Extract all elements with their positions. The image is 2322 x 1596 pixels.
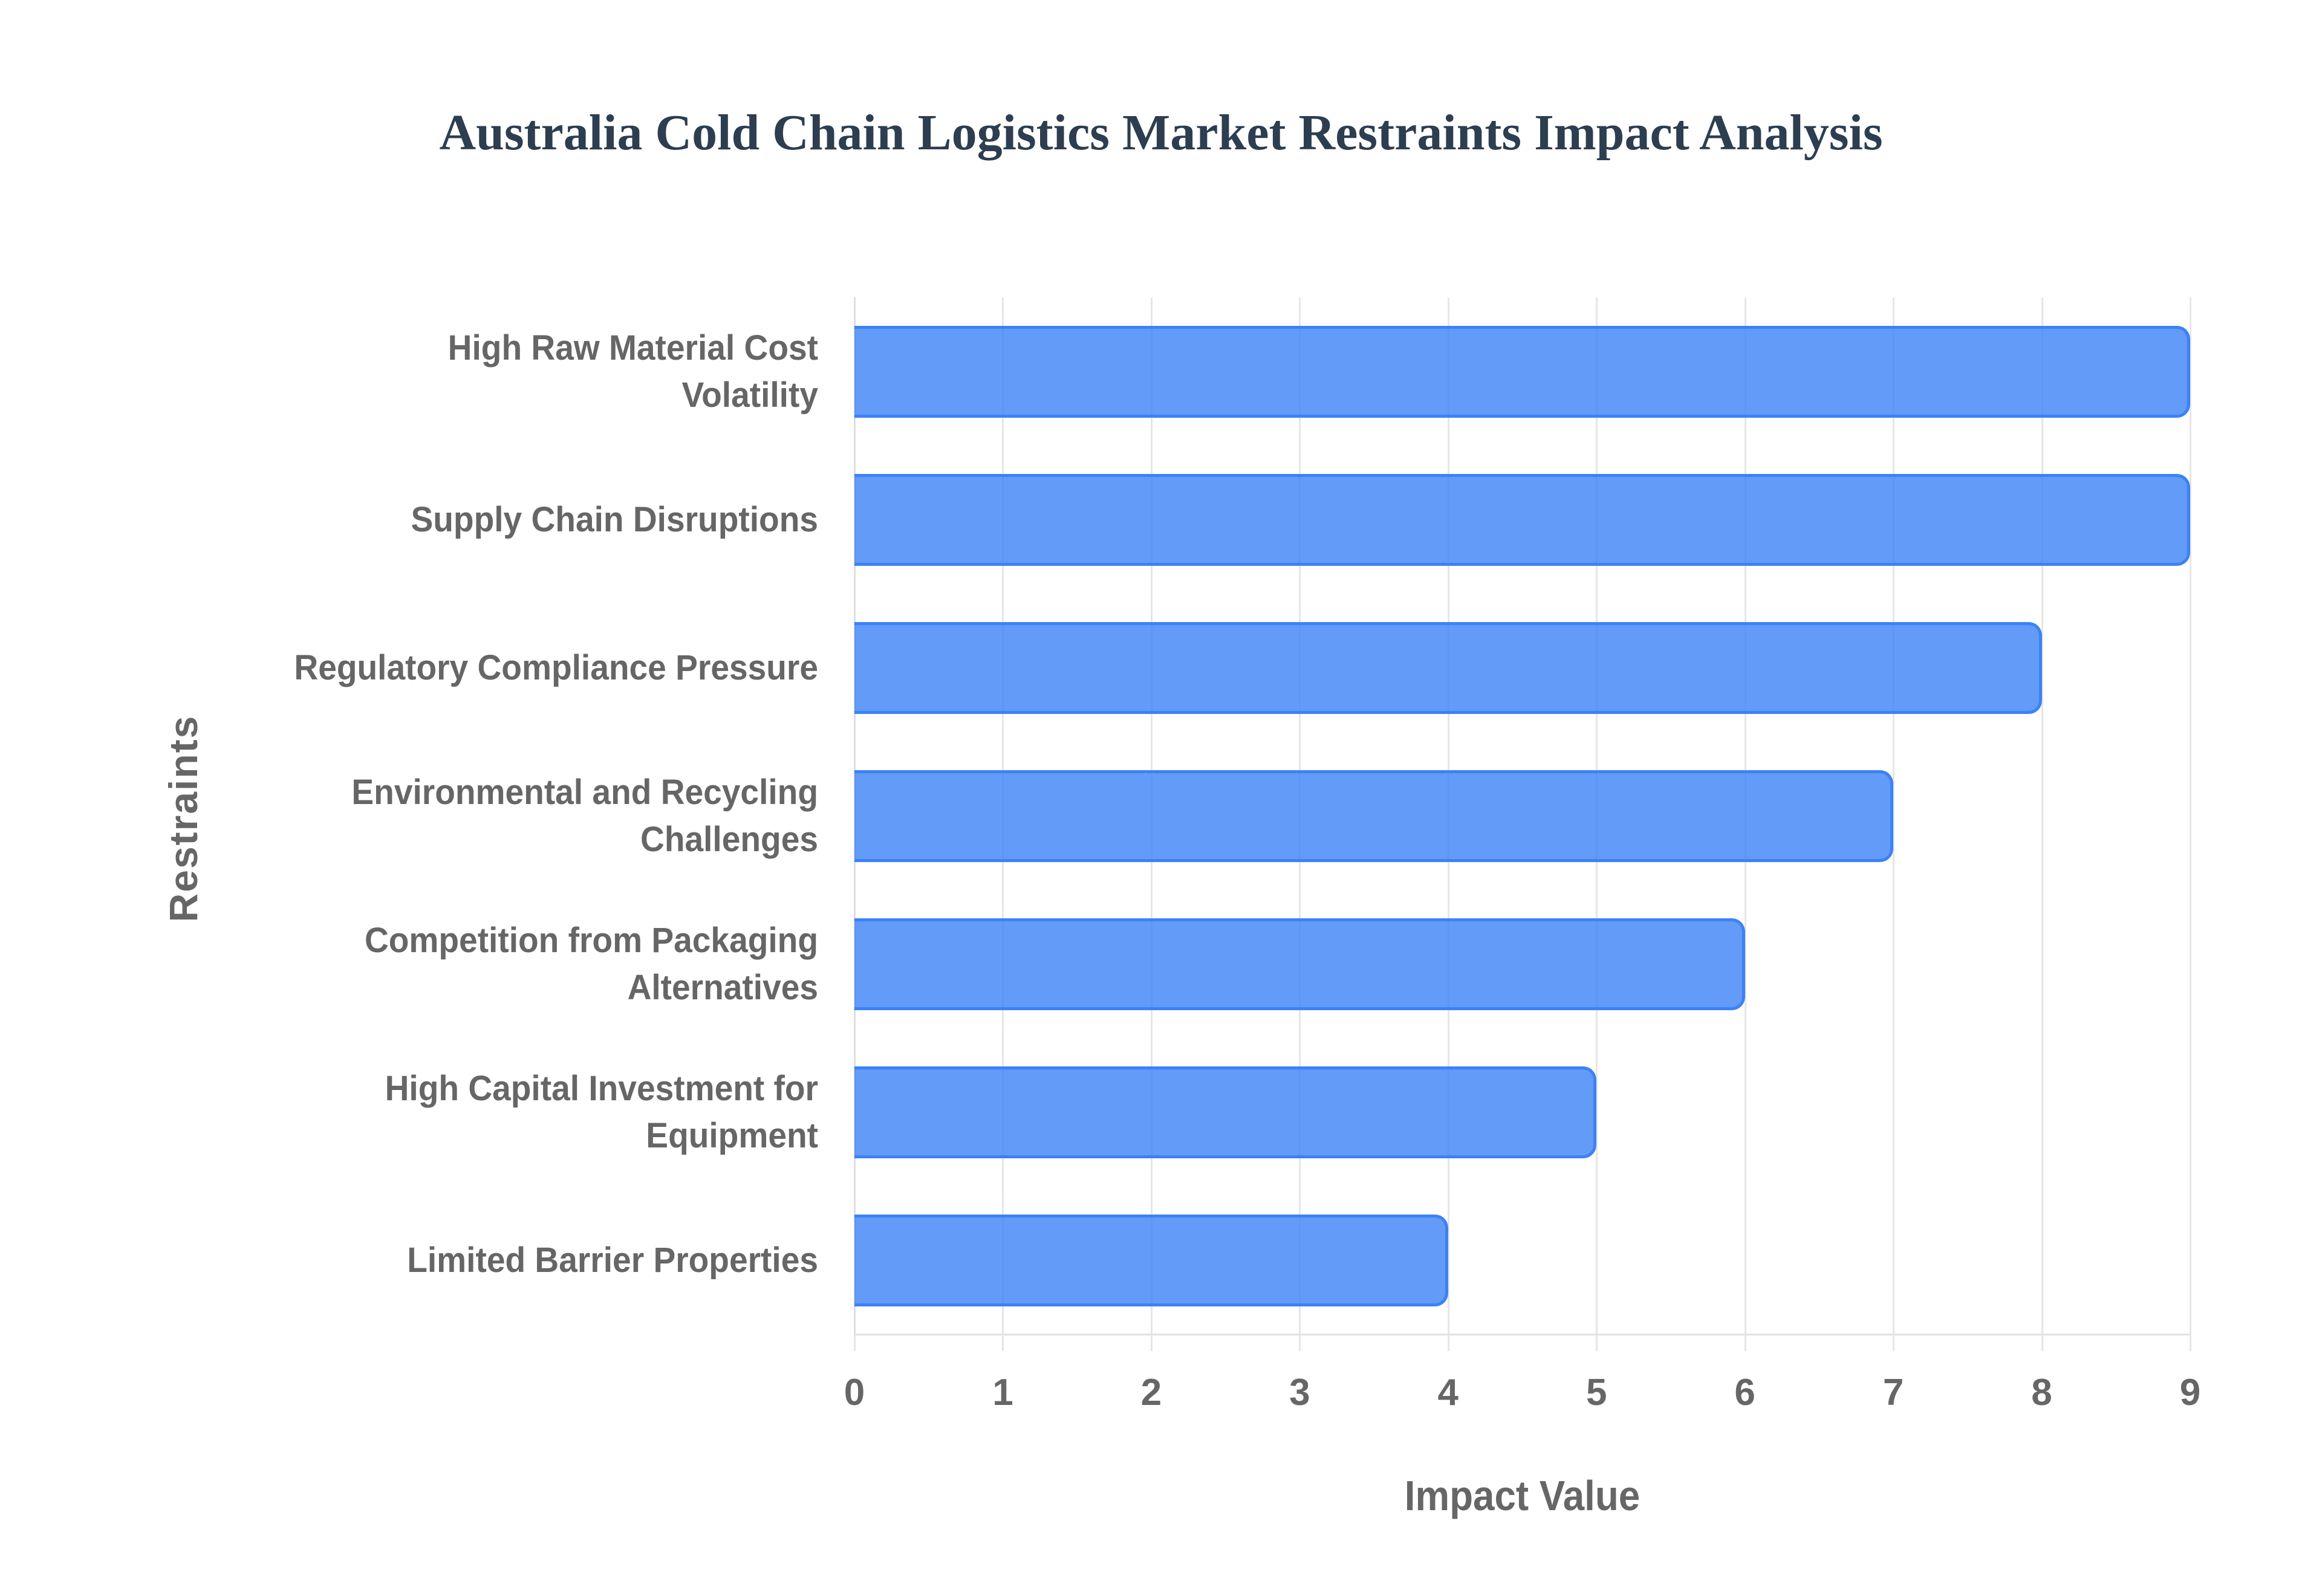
- bar[interactable]: [854, 918, 1745, 1010]
- bar[interactable]: [854, 621, 2042, 714]
- x-tick-label: 0: [844, 1372, 865, 1413]
- x-axis-title: Impact Value: [1404, 1472, 1641, 1519]
- gridline: [2041, 297, 2043, 1351]
- y-tick-label: Environmental and Recycling Challenges: [351, 772, 818, 859]
- x-tick-label: 5: [1585, 1372, 1607, 1413]
- y-axis-title: Restraints: [161, 715, 206, 923]
- bar[interactable]: [854, 325, 2190, 418]
- x-tick-label: 2: [1140, 1372, 1162, 1413]
- y-tick-label: Limited Barrier Properties: [407, 1240, 818, 1280]
- x-tick-label: 3: [1289, 1372, 1310, 1413]
- gridline: [1893, 297, 1895, 1351]
- y-tick-label: Supply Chain Disruptions: [411, 499, 818, 539]
- gridline: [2190, 297, 2191, 1351]
- bar[interactable]: [854, 770, 1894, 862]
- y-tick-label: High Raw Material Cost Volatility: [447, 328, 818, 415]
- x-tick-label: 8: [2031, 1372, 2052, 1413]
- x-tick-label: 1: [992, 1372, 1013, 1413]
- x-tick-label: 4: [1437, 1372, 1459, 1413]
- x-tick-label: 9: [2179, 1372, 2201, 1413]
- x-tick-label: 6: [1734, 1372, 1755, 1413]
- bar[interactable]: [854, 473, 2190, 566]
- chart-title: Australia Cold Chain Logistics Market Re…: [439, 105, 1883, 161]
- bar[interactable]: [854, 1066, 1597, 1158]
- y-tick-label: High Capital Investment for Equipment: [385, 1068, 818, 1155]
- y-tick-label: Regulatory Compliance Pressure: [294, 647, 818, 687]
- y-tick-label: Competition from Packaging Alternatives: [364, 920, 818, 1007]
- plot-area: [854, 297, 2191, 1351]
- x-tick-label: 7: [1882, 1372, 1904, 1413]
- bar[interactable]: [854, 1214, 1448, 1306]
- x-axis-line: [854, 1334, 2190, 1335]
